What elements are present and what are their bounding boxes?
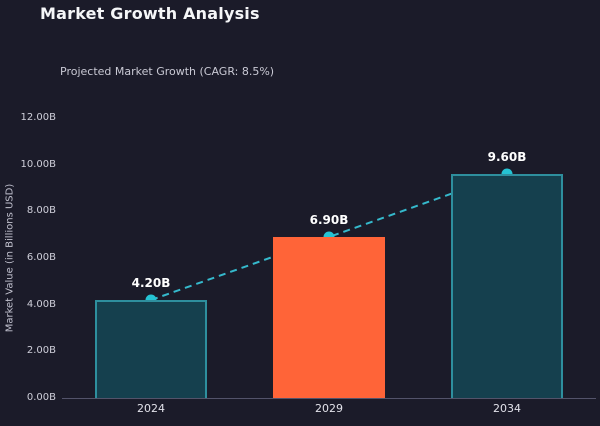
bar-2034 (451, 174, 563, 398)
bar-value-label: 6.90B (309, 213, 349, 227)
x-axis-tick: 2029 (315, 402, 343, 415)
y-axis-tick: 0.00B (26, 392, 56, 403)
x-axis-tick: 2024 (137, 402, 165, 415)
x-axis-tick: 2034 (493, 402, 521, 415)
page-title: Market Growth Analysis (40, 4, 260, 23)
y-axis-tick: 12.00B (20, 112, 57, 123)
y-axis-tick: 8.00B (26, 205, 56, 217)
bar-2029 (273, 237, 385, 398)
x-axis-line (62, 398, 596, 399)
bar-2024 (95, 300, 207, 398)
y-axis-tick: 4.00B (26, 298, 56, 310)
chart-subtitle: Projected Market Growth (CAGR: 8.5%) (60, 65, 275, 78)
y-axis-tick: 2.00B (26, 345, 56, 357)
bar-value-label: 4.20B (131, 276, 171, 290)
y-axis-tick: 6.00B (26, 252, 56, 263)
bar-value-label: 9.60B (487, 150, 527, 164)
y-axis-tick: 10.00B (20, 158, 57, 170)
